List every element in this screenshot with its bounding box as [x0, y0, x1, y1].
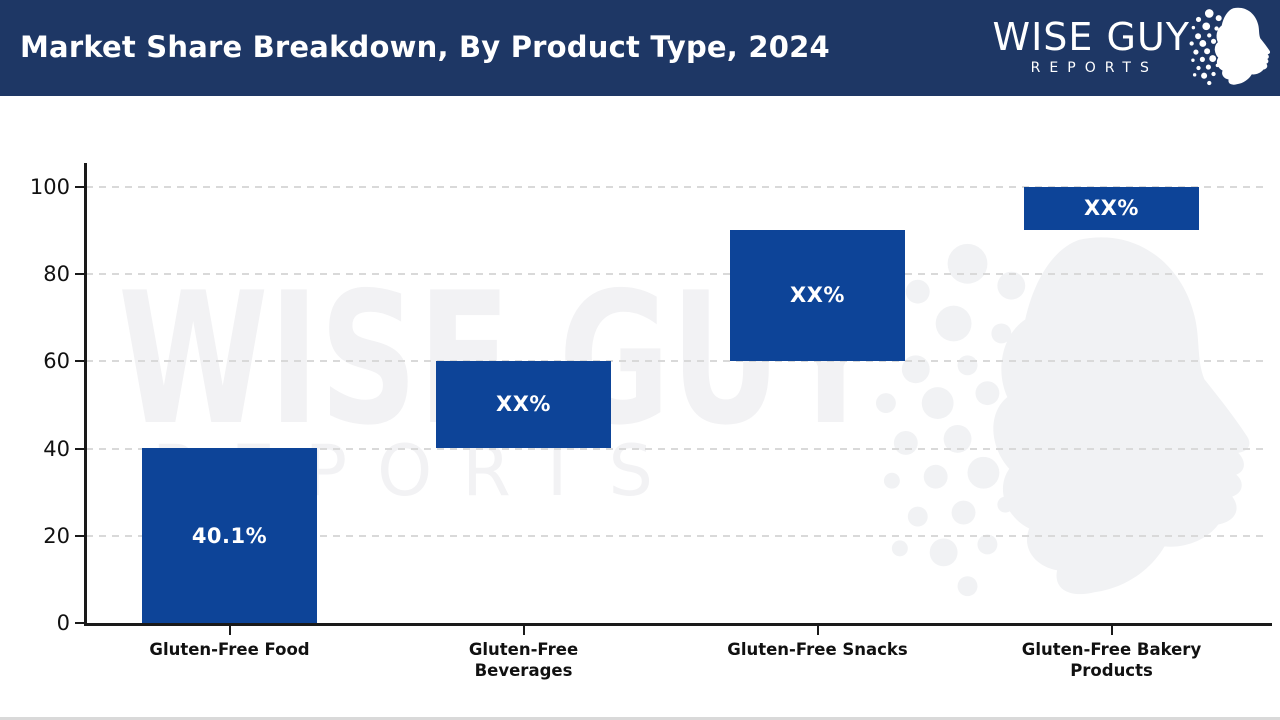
x-tick-label-line: Products	[1070, 661, 1153, 680]
head-profile-icon	[1188, 4, 1276, 92]
y-axis-line	[84, 163, 87, 625]
x-axis-line	[84, 623, 1272, 626]
bar-segment: XX%	[730, 229, 905, 361]
x-tick-mark	[816, 626, 819, 635]
y-tick-label: 20	[43, 523, 70, 548]
x-tick-mark	[522, 626, 525, 635]
y-tick-label: 80	[43, 262, 70, 287]
y-tick-label: 60	[43, 349, 70, 374]
bar-segment: XX%	[436, 360, 611, 449]
gridline	[86, 186, 1264, 188]
gridline	[86, 447, 1264, 450]
x-tick-label-line: Gluten-Free Snacks	[727, 640, 908, 659]
gridline	[86, 360, 1264, 363]
y-tick-label: 40	[43, 436, 70, 461]
x-tick-label: Gluten-Free Beverages	[374, 639, 674, 681]
bar-value-label: 40.1%	[191, 523, 268, 548]
bottom-border	[0, 717, 1280, 720]
x-tick-mark	[1110, 626, 1113, 635]
y-tick-mark	[75, 186, 84, 188]
x-tick-label: Gluten-Free Bakery Products	[962, 639, 1262, 681]
x-tick-mark	[228, 626, 231, 635]
brand-logo: WISE GUY REPORTS	[992, 15, 1190, 76]
x-tick-label-line: Beverages	[474, 661, 573, 680]
bar-value-label: XX%	[1084, 196, 1139, 221]
brand-name: WISE GUY	[992, 15, 1190, 59]
y-tick-mark	[75, 622, 84, 624]
page-title: Market Share Breakdown, By Product Type,…	[20, 30, 830, 64]
y-tick-label: 0	[56, 611, 70, 635]
y-tick-mark	[75, 447, 84, 450]
x-tick-label-line: Gluten-Free Bakery	[1021, 640, 1202, 659]
y-tick-mark	[75, 273, 84, 276]
header-bar: Market Share Breakdown, By Product Type,…	[0, 0, 1280, 96]
gridline	[86, 273, 1264, 276]
bar-value-label: XX%	[496, 392, 551, 417]
brand-subtitle: REPORTS	[1030, 59, 1158, 76]
y-tick-label: 100	[29, 175, 70, 199]
bar-segment: 40.1%	[142, 448, 317, 623]
x-tick-label-line: Gluten-Free	[468, 640, 579, 659]
x-tick-label: Gluten-Free Snacks	[668, 639, 968, 660]
bar-segment: XX%	[1024, 187, 1199, 230]
x-tick-label-line: Gluten-Free Food	[149, 640, 310, 659]
gridline	[86, 534, 1264, 537]
y-tick-mark	[75, 534, 84, 537]
head-profile-watermark	[872, 220, 1274, 628]
bar-value-label: XX%	[790, 283, 845, 308]
x-tick-label: Gluten-Free Food	[80, 639, 380, 660]
y-tick-mark	[75, 360, 84, 363]
